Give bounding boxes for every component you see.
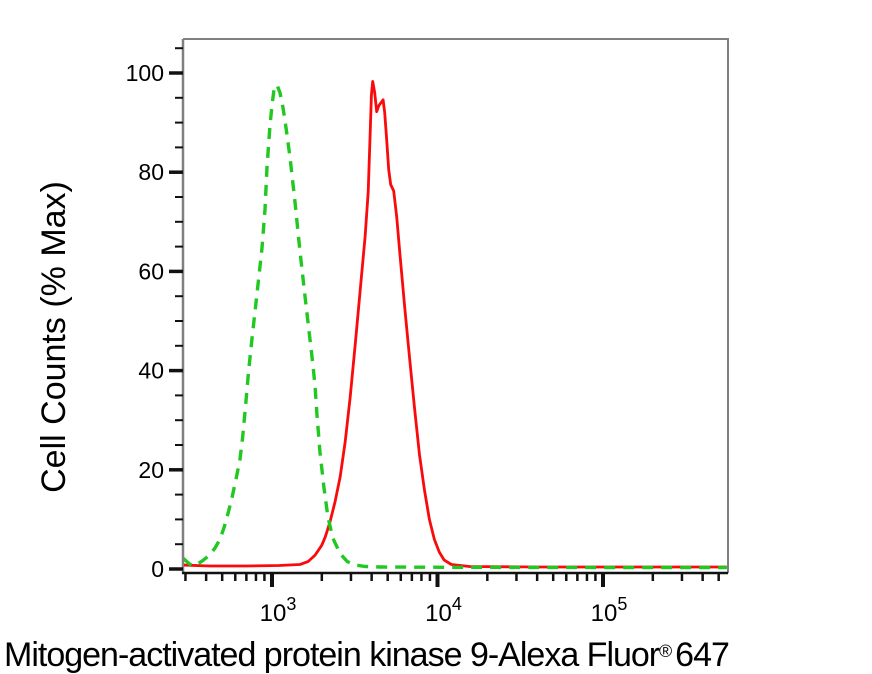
x-axis-title-suffix: 647 <box>675 635 730 674</box>
curves-group <box>184 80 727 570</box>
x-axis-title-text: Mitogen-activated protein kinase 9-Alexa… <box>4 635 660 674</box>
x-tick-label: 105 <box>591 594 628 627</box>
control-curve <box>184 83 727 570</box>
y-tick-label: 100 <box>126 60 164 86</box>
x-tick-label: 104 <box>425 594 462 627</box>
sample-curve <box>184 80 727 569</box>
y-tick-label: 20 <box>138 457 164 483</box>
y-tick-label: 80 <box>138 159 164 185</box>
y-tick-label: 60 <box>138 258 164 284</box>
y-tick-label: 40 <box>138 358 164 384</box>
plot-frame <box>183 38 729 573</box>
x-axis-title: Mitogen-activated protein kinase 9-Alexa… <box>4 632 872 674</box>
x-tick-label: 103 <box>260 594 297 627</box>
registered-trademark-symbol: ® <box>659 641 673 661</box>
y-tick-label: 0 <box>151 556 164 582</box>
